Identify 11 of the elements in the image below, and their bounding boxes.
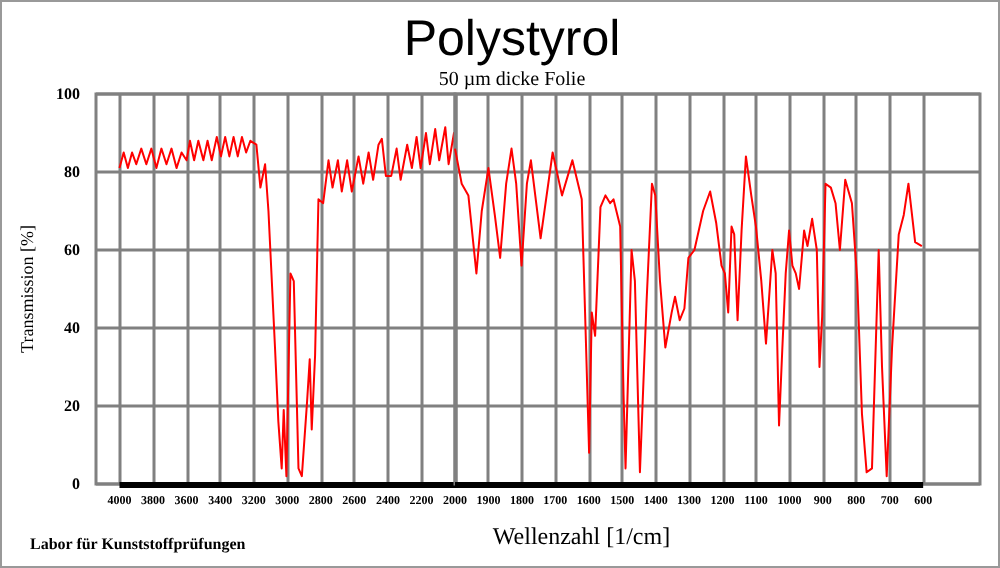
y-tick-label: 100 [56,85,80,103]
y-axis-title: Transmission [%] [17,225,37,353]
y-tick-label: 0 [72,475,80,493]
chart-title: Polystyrol [403,11,621,67]
chart-subtitle: 50 µm dicke Folie [438,69,587,91]
y-tick-label: 40 [64,319,80,337]
text: Labor für Kunststoffprüfungen [30,535,247,553]
y-tick-label: 80 [64,163,80,181]
y-tick-label: 20 [64,397,80,415]
x-axis-title: Wellenzahl [1/cm] [492,522,671,550]
y-tick-label: 60 [64,241,80,259]
